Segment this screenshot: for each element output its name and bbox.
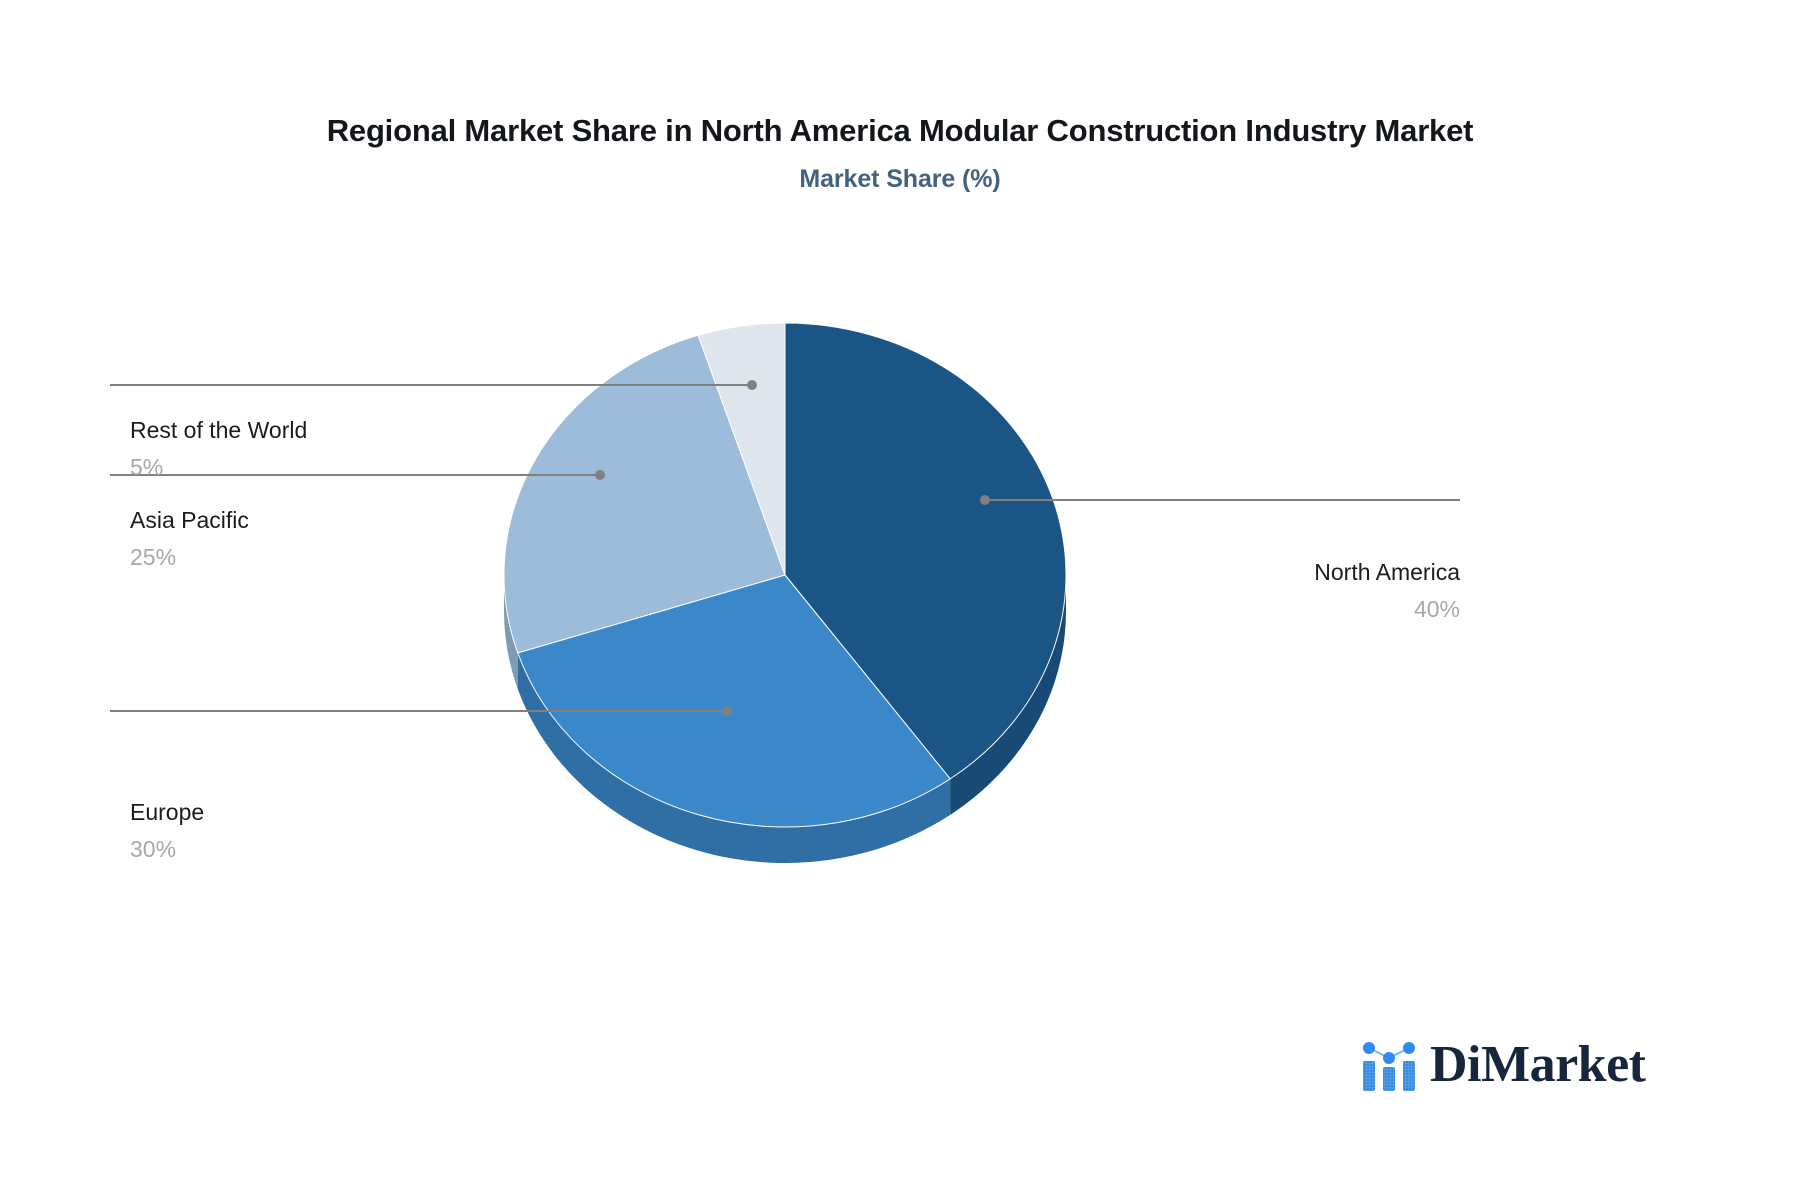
callout-value-north-america: 40% xyxy=(1413,596,1460,622)
logo-wordmark: DiMarket xyxy=(1430,1036,1646,1093)
callout-label-europe: Europe xyxy=(130,799,205,825)
brand-logo: DiMarket xyxy=(1358,1030,1646,1100)
pie-slice-side-north_america xyxy=(950,575,1066,815)
pie-slice-europe xyxy=(517,574,951,828)
callout-value-asia-pacific: 25% xyxy=(130,544,177,570)
callout-value-europe: 30% xyxy=(130,836,177,862)
callout-label-rest-of-the-world: Rest of the World xyxy=(130,417,308,443)
callout-rest-of-the-world: Rest of the World 5% xyxy=(130,416,307,481)
pie-slice-north_america xyxy=(784,322,1067,780)
callout-north-america: North America 40% xyxy=(1314,558,1460,623)
pie-slice-side-europe xyxy=(517,652,951,864)
callout-asia-pacific: Asia Pacific 25% xyxy=(130,506,249,571)
bar-chart-logo-icon xyxy=(1363,1042,1415,1091)
leader-dot-north_america xyxy=(980,495,990,505)
leader-dot-rest_of_world xyxy=(747,380,757,390)
callout-europe: Europe 30% xyxy=(130,798,204,863)
callout-label-asia-pacific: Asia Pacific xyxy=(130,507,249,533)
pie-slice-asia_pacific xyxy=(503,334,786,654)
leader-dot-asia_pacific xyxy=(595,470,605,480)
pie-slices xyxy=(503,322,1067,828)
leader-dot-europe xyxy=(722,706,732,716)
leader-lines xyxy=(110,380,1460,716)
page-title: Regional Market Share in North America M… xyxy=(326,113,1474,148)
callout-value-rest-of-the-world: 5% xyxy=(130,454,164,480)
chart-subtitle: Market Share (%) xyxy=(799,165,1001,193)
callout-label-north-america: North America xyxy=(1314,559,1460,585)
